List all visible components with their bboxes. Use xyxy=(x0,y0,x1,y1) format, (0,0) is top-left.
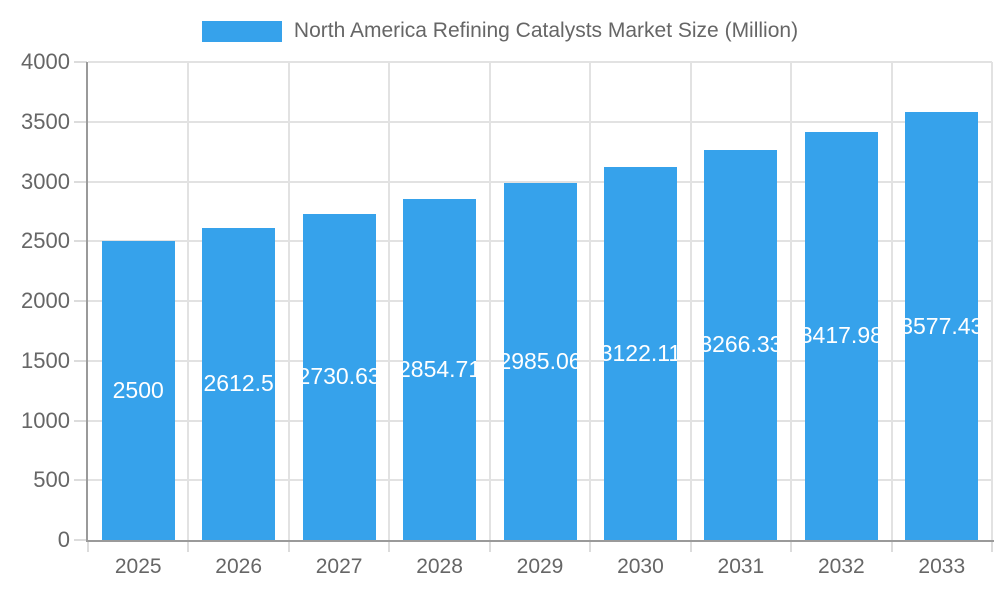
x-axis-tick-label: 2031 xyxy=(717,555,765,578)
bar-2028[interactable]: 2854.71 xyxy=(403,198,477,540)
bar-2030[interactable]: 3122.11 xyxy=(603,166,677,540)
y-axis-tick xyxy=(74,61,87,63)
legend-label[interactable]: North America Refining Catalysts Market … xyxy=(293,19,799,42)
bar-value-label: 2730.63 xyxy=(302,363,376,390)
gridline-vertical xyxy=(890,62,893,540)
bar-value-label: 2985.06 xyxy=(503,348,577,375)
x-axis-tick-label: 2027 xyxy=(315,555,363,578)
bar-value-label: 3577.43 xyxy=(905,312,979,339)
y-axis-tick-label: 2000 xyxy=(21,288,70,313)
bar-value-label: 2500 xyxy=(112,377,164,404)
x-axis-tick xyxy=(187,540,190,552)
gridline-horizontal xyxy=(88,180,992,183)
y-axis-line xyxy=(86,62,88,542)
x-axis-tick xyxy=(890,540,893,552)
y-axis-tick xyxy=(74,419,87,422)
bar-value-label: 3266.33 xyxy=(704,331,778,358)
bar-2029[interactable]: 2985.06 xyxy=(503,183,577,540)
bar-value-label: 2854.71 xyxy=(403,355,477,382)
x-axis-tick-label: 2029 xyxy=(516,555,564,578)
x-axis-tick-label: 2028 xyxy=(416,555,463,578)
y-axis-tick xyxy=(74,479,87,482)
x-axis-tick-label: 2032 xyxy=(817,555,865,578)
y-axis-tick-label: 2500 xyxy=(21,228,70,254)
bar-2026[interactable]: 2612.5 xyxy=(202,227,276,540)
gridline-vertical xyxy=(790,62,793,540)
bar-value-label: 3417.98 xyxy=(804,322,878,349)
y-axis-tick xyxy=(74,180,87,183)
x-axis-tick xyxy=(991,540,993,552)
x-axis-tick xyxy=(790,540,793,552)
y-axis-tick xyxy=(74,240,87,243)
x-axis-tick xyxy=(488,540,491,552)
legend-swatch-icon[interactable] xyxy=(201,20,282,42)
x-axis-tick xyxy=(287,540,290,552)
y-axis-tick-label: 1000 xyxy=(21,407,70,433)
y-axis-tick-label: 4000 xyxy=(21,49,70,74)
gridline-vertical xyxy=(689,62,692,540)
x-axis-tick xyxy=(589,540,592,552)
gridline-horizontal xyxy=(88,61,992,63)
y-axis-tick xyxy=(74,359,87,362)
y-axis-tick-label: 500 xyxy=(33,467,70,493)
y-axis-tick-label: 0 xyxy=(57,527,70,552)
bar-value-label: 2612.5 xyxy=(203,370,274,397)
y-axis-tick-label: 1500 xyxy=(21,347,70,373)
y-axis-tick xyxy=(74,539,87,541)
x-axis-tick xyxy=(689,540,692,552)
bar-2025[interactable]: 2500 xyxy=(101,241,175,540)
bar-2027[interactable]: 2730.63 xyxy=(302,213,376,540)
y-axis-tick-label: 3500 xyxy=(21,108,70,134)
x-axis-tick xyxy=(87,540,89,552)
gridline-vertical xyxy=(488,62,491,540)
gridline-vertical xyxy=(187,62,190,540)
bar-2033[interactable]: 3577.43 xyxy=(905,112,979,540)
bar-2031[interactable]: 3266.33 xyxy=(704,149,778,540)
gridline-vertical xyxy=(388,62,391,540)
x-axis-line xyxy=(86,540,994,542)
x-axis-tick-label: 2030 xyxy=(617,555,664,578)
bar-value-label: 3122.11 xyxy=(603,339,677,366)
legend: North America Refining Catalysts Market … xyxy=(0,17,1000,45)
y-axis-tick-label: 3000 xyxy=(21,168,70,194)
y-axis-tick xyxy=(74,300,87,302)
gridline-vertical xyxy=(287,62,290,540)
gridline-vertical xyxy=(991,62,993,540)
gridline-horizontal xyxy=(88,120,992,123)
x-axis-tick-label: 2025 xyxy=(114,555,162,578)
y-axis-tick xyxy=(74,120,87,123)
bar-2032[interactable]: 3417.98 xyxy=(804,131,878,540)
x-axis-tick xyxy=(388,540,391,552)
x-axis-tick-label: 2026 xyxy=(215,555,263,578)
gridline-vertical xyxy=(589,62,592,540)
x-axis-tick-label: 2033 xyxy=(918,555,966,578)
